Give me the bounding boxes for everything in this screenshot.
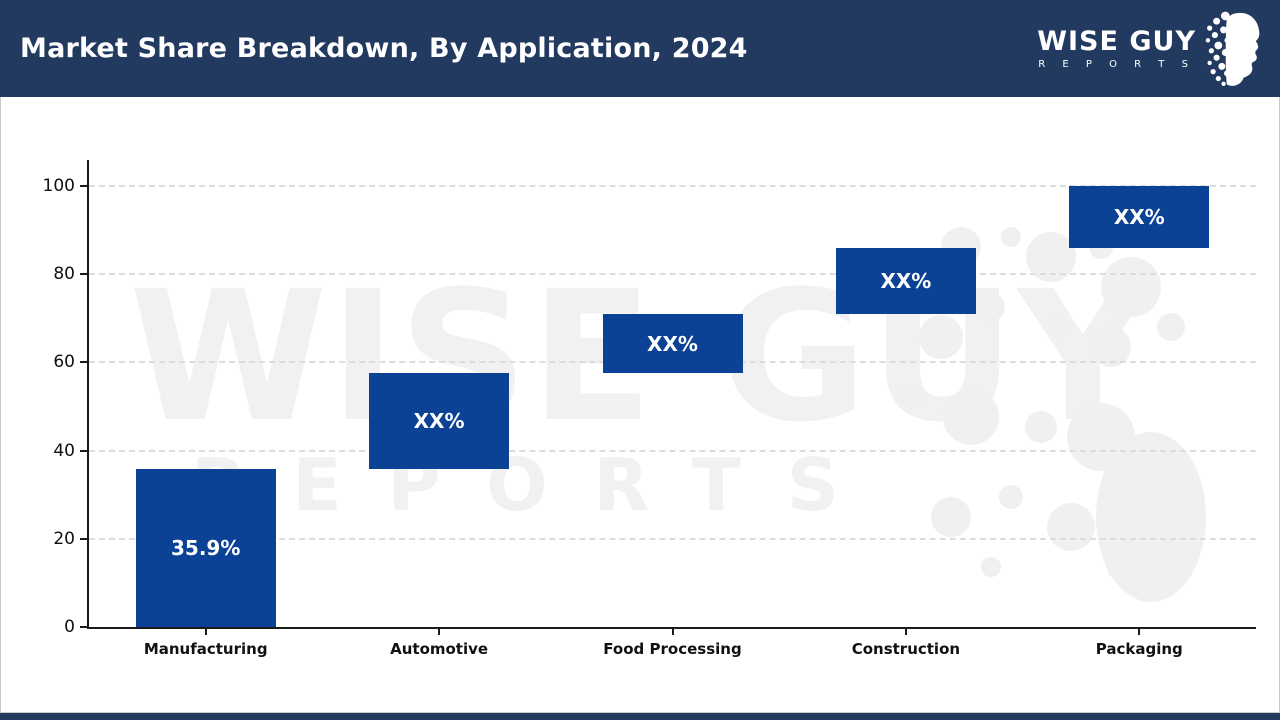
x-axis-line xyxy=(87,627,1256,629)
bar-value-label: 35.9% xyxy=(170,535,241,560)
y-tick-label: 0 xyxy=(64,617,75,637)
y-tick-label: 40 xyxy=(53,440,75,461)
y-tick-label: 60 xyxy=(53,352,75,373)
brand-logo: WISE GUY R E P O R T S xyxy=(1037,9,1280,89)
x-tick-label: Construction xyxy=(851,640,961,658)
page-title: Market Share Breakdown, By Application, … xyxy=(20,33,748,64)
y-tick-label: 100 xyxy=(42,176,75,196)
bar-segment xyxy=(135,468,276,627)
watermark-head-dots xyxy=(869,227,1206,602)
x-tick-mark xyxy=(1138,629,1141,635)
bar-value-label: XX% xyxy=(413,409,465,434)
x-tick-mark xyxy=(438,629,441,635)
y-tick-mark xyxy=(80,185,89,187)
x-tick-label: Packaging xyxy=(1095,640,1183,658)
x-tick-label: Food Processing xyxy=(603,640,742,658)
y-tick-mark xyxy=(80,273,89,276)
brand-logo-text: WISE GUY R E P O R T S xyxy=(1037,26,1196,71)
x-tick-mark xyxy=(204,629,207,635)
x-tick-label: Manufacturing xyxy=(143,640,268,658)
header: Market Share Breakdown, By Application, … xyxy=(0,0,1280,97)
x-tick-mark xyxy=(671,629,674,635)
y-tick-mark xyxy=(80,449,89,452)
bar-segment xyxy=(602,313,743,374)
y-tick-label: 80 xyxy=(53,264,75,285)
watermark-text-line2: REPORTS xyxy=(191,443,885,527)
bar-value-label: XX% xyxy=(880,268,932,293)
y-tick-mark xyxy=(80,537,89,540)
y-axis-line xyxy=(87,160,89,629)
bar-value-label: XX% xyxy=(1113,204,1165,229)
y-tick-mark xyxy=(80,626,89,628)
y-gridline xyxy=(89,537,1256,540)
bar-segment xyxy=(369,373,510,469)
y-gridline xyxy=(89,449,1256,452)
bar-segment xyxy=(835,247,976,314)
y-gridline xyxy=(89,185,1256,187)
y-tick-mark xyxy=(80,361,89,364)
y-tick-label: 20 xyxy=(53,528,75,549)
bar-value-label: XX% xyxy=(647,331,698,356)
x-tick-label: Automotive xyxy=(390,640,489,658)
chart-plot-area: WISE GUY REPORTS 02040608010035.9%Manufa… xyxy=(0,97,1280,713)
bar-segment xyxy=(1069,186,1210,248)
brand-subname: R E P O R T S xyxy=(1038,59,1195,70)
wiseguy-head-icon xyxy=(1205,11,1260,86)
x-tick-mark xyxy=(904,629,907,635)
footer-bar xyxy=(0,713,1280,720)
brand-name: WISE GUY xyxy=(1037,26,1196,57)
y-gridline xyxy=(89,273,1256,276)
